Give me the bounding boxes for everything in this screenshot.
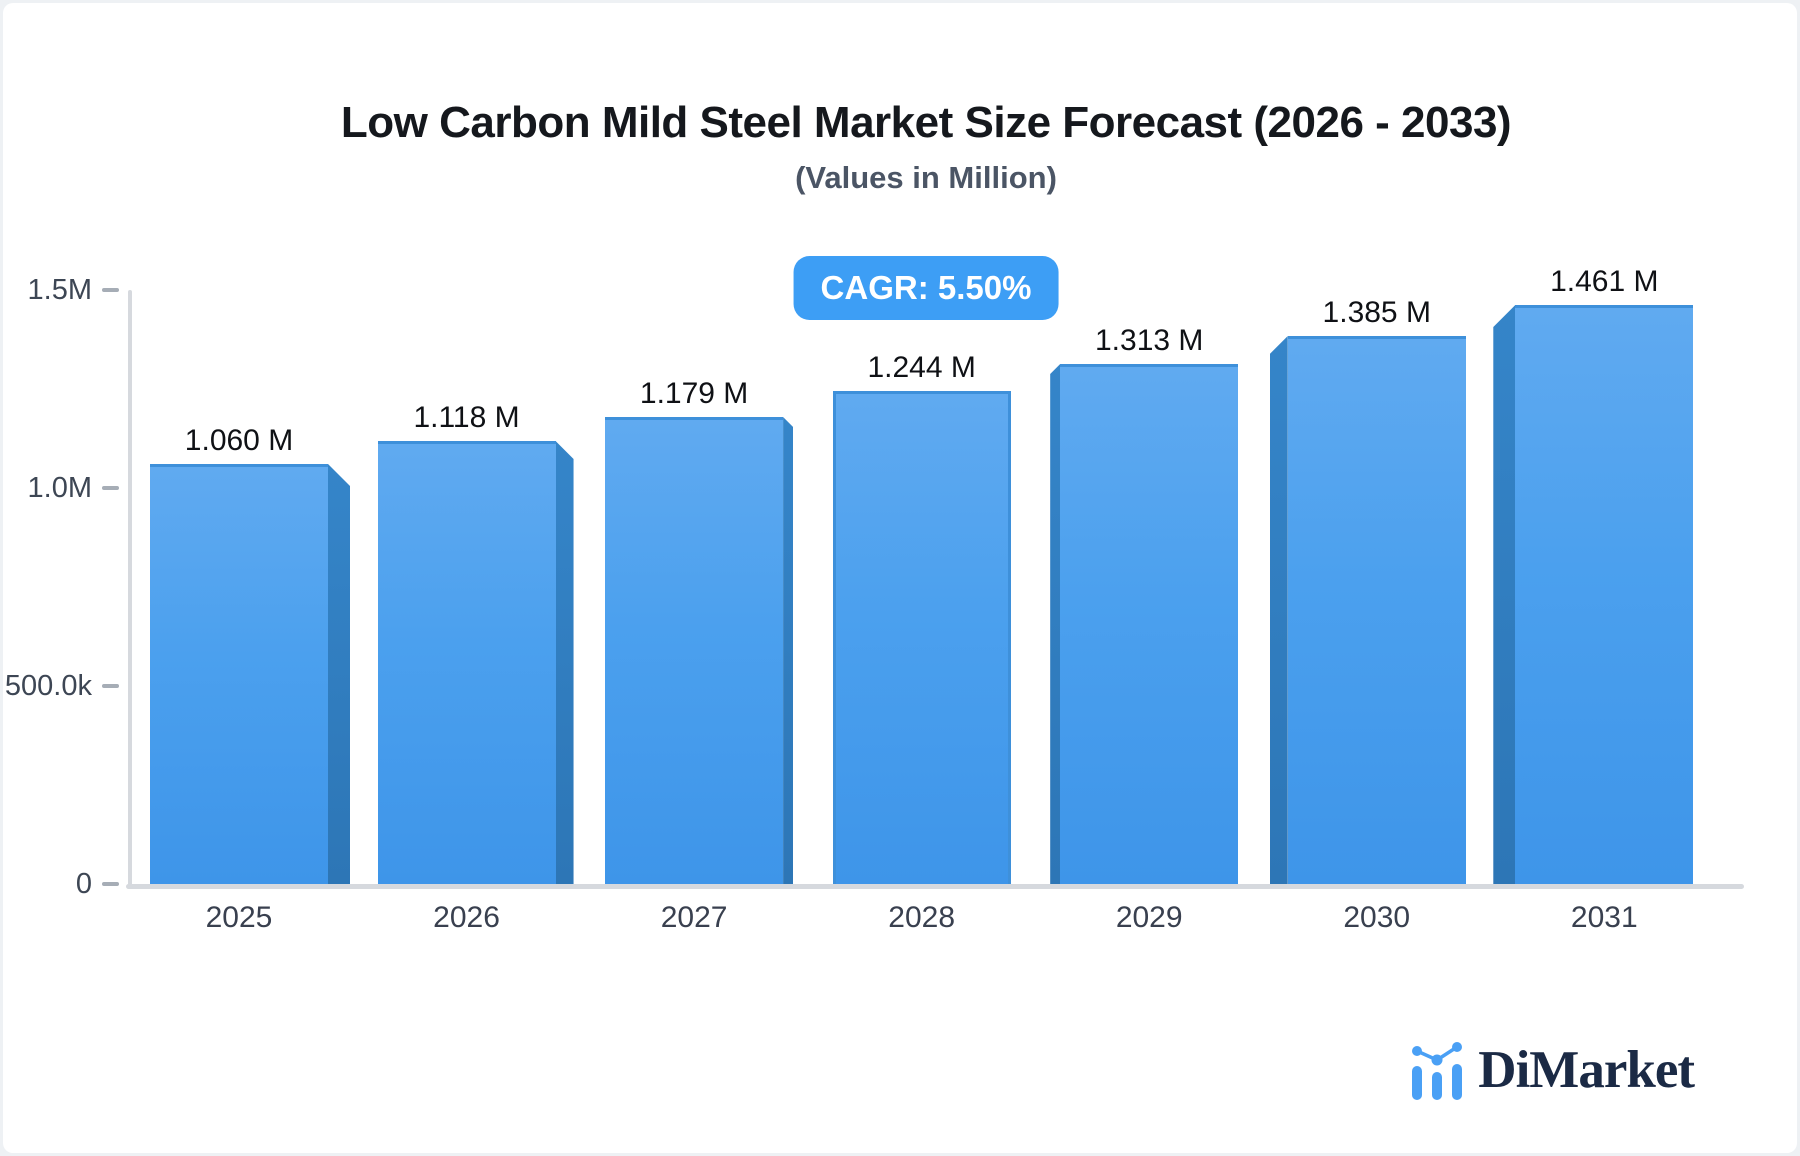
- bar-2025: [150, 464, 328, 884]
- y-axis-label-1.5M: 1.5M: [27, 274, 92, 306]
- cagr-badge: CAGR: 5.50%: [793, 256, 1059, 320]
- chart-subtitle: (Values in Million): [795, 160, 1057, 195]
- bar-value-label-2028: 1.244 M: [867, 351, 976, 384]
- y-axis-tick-mark: [102, 288, 119, 292]
- brand-logo[interactable]: DiMarket: [1410, 1038, 1695, 1102]
- bar-value-label-2025: 1.060 M: [184, 424, 294, 457]
- x-axis-label-2025: 2025: [205, 901, 273, 934]
- x-axis-label-2026: 2026: [433, 901, 500, 934]
- bar-value-label-2027: 1.179 M: [639, 377, 749, 410]
- bar-value-label-2029: 1.313 M: [1094, 324, 1204, 357]
- bar-side-face-2027: [783, 417, 794, 884]
- x-axis-label-2028: 2028: [888, 901, 956, 934]
- y-axis-tick-mark: [102, 684, 119, 688]
- bar-2031: [1515, 305, 1694, 884]
- bar-2027: [605, 417, 784, 884]
- y-axis-label-1.0M: 1.0M: [27, 472, 92, 504]
- bar-2029: [1060, 364, 1239, 884]
- y-axis-label-0: 0: [75, 868, 92, 900]
- bar-2030: [1287, 336, 1466, 884]
- y-axis-tick-mark: [102, 882, 119, 886]
- y-axis-tick-mark: [102, 486, 119, 490]
- bar-side-face-2029: [1050, 364, 1061, 884]
- x-axis-label-2027: 2027: [660, 901, 728, 934]
- bar-side-face-2031: [1493, 305, 1516, 884]
- bar-side-face-2026: [555, 441, 574, 884]
- bar-side-face-2030: [1269, 336, 1288, 884]
- bar-side-face-2025: [328, 464, 350, 884]
- y-axis-line: [128, 290, 132, 886]
- x-axis-label-2030: 2030: [1343, 901, 1411, 934]
- bar-value-label-2026: 1.118 M: [413, 401, 520, 434]
- bar-value-label-2030: 1.385 M: [1322, 296, 1431, 329]
- brand-logo-text: DiMarket: [1478, 1041, 1695, 1099]
- bar-2026: [377, 441, 556, 884]
- bar-chart-trendline-icon: [1412, 1042, 1463, 1100]
- y-axis-label-500.0k: 500.0k: [4, 670, 92, 702]
- bar-2028: [832, 391, 1011, 884]
- x-axis-label-2031: 2031: [1570, 901, 1638, 934]
- chart-title: Low Carbon Mild Steel Market Size Foreca…: [340, 98, 1512, 147]
- bar-value-label-2031: 1.461 M: [1550, 265, 1659, 298]
- x-axis-label-2029: 2029: [1115, 901, 1183, 934]
- x-axis-line: [126, 884, 1744, 889]
